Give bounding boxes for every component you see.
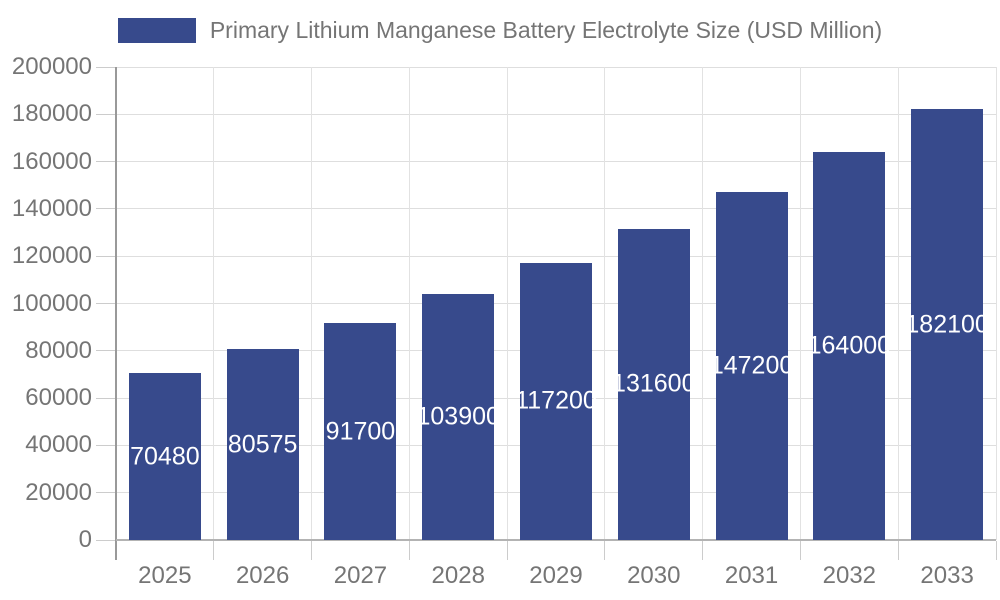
bar-2026 — [226, 349, 299, 540]
bar-value-label: 117200 — [515, 386, 597, 415]
chart-legend[interactable]: Primary Lithium Manganese Battery Electr… — [0, 15, 1000, 45]
x-tick-mark — [408, 541, 410, 560]
x-tick-mark — [604, 541, 606, 560]
bar-value-label: 164000 — [807, 331, 892, 360]
y-tick-mark — [96, 113, 116, 115]
x-axis-tick-label: 2027 — [333, 562, 388, 589]
y-axis-tick-label: 20000 — [25, 478, 92, 506]
bar-2030 — [617, 228, 690, 540]
y-tick-mark — [96, 539, 116, 541]
x-gridline — [702, 67, 704, 540]
y-tick-mark — [96, 397, 116, 399]
y-axis-tick-label: 120000 — [11, 242, 92, 270]
x-tick-mark — [311, 541, 313, 560]
x-axis-tick-label: 2032 — [822, 562, 877, 589]
y-axis-tick-label: 0 — [78, 526, 92, 553]
x-gridline — [799, 67, 801, 540]
y-tick-mark — [96, 208, 116, 210]
y-axis-tick-label: 100000 — [11, 289, 92, 317]
bar-value-label: 91700 — [325, 417, 396, 446]
bar-value-label: 103900 — [416, 402, 500, 431]
y-axis-tick-label: 40000 — [25, 431, 92, 459]
x-axis-tick-label: 2030 — [627, 562, 681, 589]
y-axis-spine — [115, 67, 117, 560]
y-gridline — [116, 66, 996, 68]
bar-2027 — [324, 323, 397, 540]
y-gridline — [116, 208, 996, 210]
x-tick-mark — [213, 541, 215, 560]
y-axis-tick-label: 160000 — [11, 147, 92, 175]
y-gridline — [116, 255, 996, 257]
x-axis-tick-label: 2026 — [235, 562, 290, 589]
y-gridline — [116, 113, 996, 115]
x-tick-mark — [897, 541, 899, 560]
y-gridline — [116, 161, 996, 163]
x-tick-mark — [506, 541, 508, 560]
x-gridline — [604, 67, 606, 540]
x-tick-mark — [702, 541, 704, 560]
legend-series-label: Primary Lithium Manganese Battery Electr… — [209, 16, 883, 43]
x-gridline — [506, 67, 508, 540]
x-gridline — [408, 67, 410, 540]
y-axis-tick-label: 200000 — [11, 53, 92, 80]
bar-value-label: 80575 — [227, 430, 298, 459]
x-gridline — [311, 67, 313, 540]
y-axis-tick-label: 140000 — [11, 194, 92, 222]
x-gridline — [995, 67, 997, 540]
x-axis-tick-label: 2031 — [724, 562, 779, 589]
y-tick-mark — [96, 66, 116, 68]
x-axis-tick-label: 2028 — [431, 562, 485, 589]
bar-2029 — [520, 262, 592, 540]
x-gridline — [213, 67, 215, 540]
bar-2031 — [715, 191, 788, 540]
x-axis-tick-label: 2029 — [529, 562, 583, 589]
x-tick-mark — [995, 541, 997, 560]
bar-value-label: 131600 — [612, 369, 696, 398]
bar-value-label: 70480 — [130, 442, 200, 471]
bar-2032 — [813, 152, 886, 540]
y-axis-tick-label: 80000 — [25, 336, 92, 364]
bar-2025 — [128, 373, 201, 540]
x-gridline — [897, 67, 899, 540]
y-tick-mark — [96, 303, 116, 304]
bar-2028 — [422, 294, 495, 540]
y-axis-tick-label: 180000 — [11, 100, 92, 128]
x-axis-tick-label: 2033 — [920, 562, 974, 589]
y-tick-mark — [96, 161, 116, 163]
y-tick-mark — [96, 350, 116, 352]
legend-color-swatch — [117, 17, 196, 43]
y-tick-mark — [96, 255, 116, 257]
bar-value-label: 182100 — [905, 310, 989, 339]
bar-value-label: 147200 — [709, 351, 794, 380]
x-tick-mark — [799, 541, 801, 560]
y-tick-mark — [96, 444, 116, 446]
x-axis-line — [116, 539, 996, 541]
bar-2033 — [911, 109, 984, 540]
x-axis-tick-label: 2025 — [138, 562, 192, 589]
y-axis-tick-label: 60000 — [25, 384, 92, 412]
y-tick-mark — [96, 492, 116, 494]
